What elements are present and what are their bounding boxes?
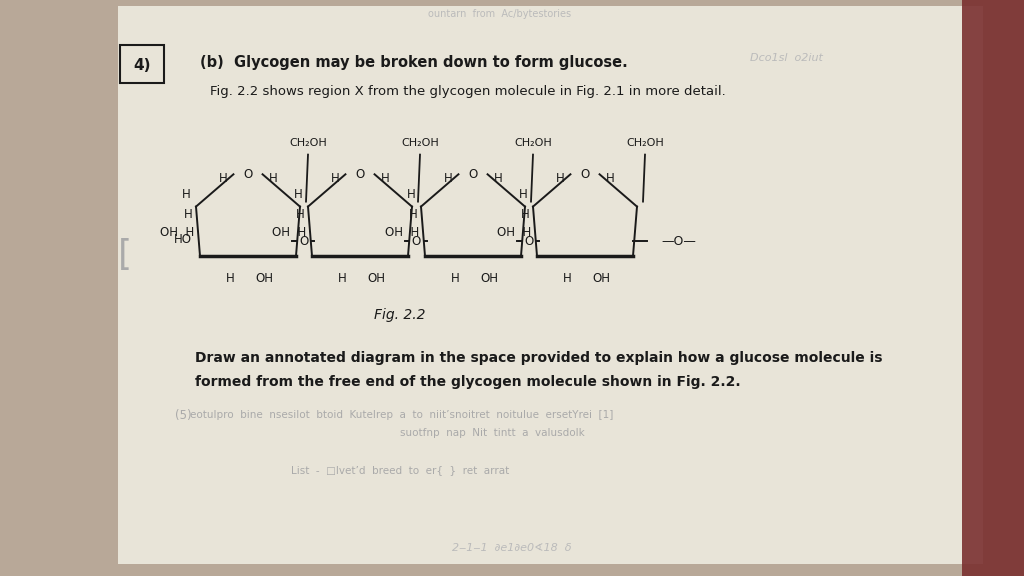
Text: H: H (556, 172, 564, 185)
Text: OH: OH (255, 272, 273, 285)
Text: 4): 4) (133, 58, 151, 73)
Text: OH  H: OH H (271, 226, 306, 239)
Text: OH: OH (480, 272, 498, 285)
FancyBboxPatch shape (962, 0, 1024, 576)
Text: eotulpro  bine  nsesilot  btoid  Kutelrep  a  to  niit’snoitret  noitulue  erset: eotulpro bine nsesilot btoid Kutelrep a … (190, 410, 613, 420)
Text: H: H (219, 172, 227, 185)
Text: H: H (519, 188, 528, 201)
Text: H: H (562, 272, 571, 285)
Text: H: H (294, 188, 303, 201)
Text: H: H (605, 172, 614, 185)
Text: Fig. 2.2 shows region X from the glycogen molecule in Fig. 2.1 in more detail.: Fig. 2.2 shows region X from the glycoge… (210, 85, 726, 98)
Text: ountarn  from  Ac/bytestories: ountarn from Ac/bytestories (428, 9, 571, 19)
Text: (5): (5) (175, 408, 191, 422)
Text: H: H (184, 208, 193, 221)
Text: H: H (338, 272, 346, 285)
Text: H: H (182, 188, 191, 201)
Text: Dco1sl  o2iut: Dco1sl o2iut (750, 53, 823, 63)
Text: OH  H: OH H (160, 226, 194, 239)
Text: H: H (443, 172, 453, 185)
Text: CH₂OH: CH₂OH (514, 138, 552, 147)
Text: OH: OH (367, 272, 385, 285)
Text: [: [ (118, 238, 132, 272)
Text: H: H (381, 172, 389, 185)
Text: formed from the free end of the glycogen molecule shown in Fig. 2.2.: formed from the free end of the glycogen… (195, 375, 740, 389)
Text: CH₂OH: CH₂OH (289, 138, 327, 147)
Text: CH₂OH: CH₂OH (626, 138, 664, 147)
Text: H: H (408, 188, 416, 201)
Text: —O—: —O— (662, 235, 696, 248)
Text: suotfnp  nap  Nit  tintt  a  valusdolk: suotfnp nap Nit tintt a valusdolk (400, 428, 585, 438)
Text: O: O (468, 168, 477, 181)
Text: HO: HO (174, 233, 193, 246)
Text: CH₂OH: CH₂OH (401, 138, 439, 147)
FancyBboxPatch shape (118, 6, 983, 564)
Text: O: O (412, 235, 421, 248)
Text: H: H (331, 172, 339, 185)
Text: Fig. 2.2: Fig. 2.2 (374, 308, 426, 322)
Text: O: O (299, 235, 308, 248)
Text: O: O (524, 235, 534, 248)
Text: H: H (296, 208, 305, 221)
Text: H: H (494, 172, 503, 185)
Text: OH  H: OH H (385, 226, 419, 239)
Text: O: O (244, 168, 253, 181)
Text: List  -  □lvet’d  breed  to  er{  }  ret  arrat: List - □lvet’d breed to er{ } ret arrat (291, 465, 509, 475)
Text: OH  H: OH H (497, 226, 531, 239)
Text: H: H (521, 208, 530, 221)
Text: H: H (410, 208, 418, 221)
Text: (b)  Glycogen may be broken down to form glucose.: (b) Glycogen may be broken down to form … (200, 55, 628, 70)
FancyBboxPatch shape (120, 45, 164, 83)
Text: Draw an annotated diagram in the space provided to explain how a glucose molecul: Draw an annotated diagram in the space p… (195, 351, 883, 365)
Text: OH: OH (592, 272, 610, 285)
Text: H: H (225, 272, 234, 285)
Text: O: O (355, 168, 365, 181)
Text: 2‒1‒1  ∂e1∂e0∢18  δ: 2‒1‒1 ∂e1∂e0∢18 δ (453, 543, 571, 553)
Text: H: H (268, 172, 278, 185)
Text: O: O (581, 168, 590, 181)
Text: H: H (451, 272, 460, 285)
